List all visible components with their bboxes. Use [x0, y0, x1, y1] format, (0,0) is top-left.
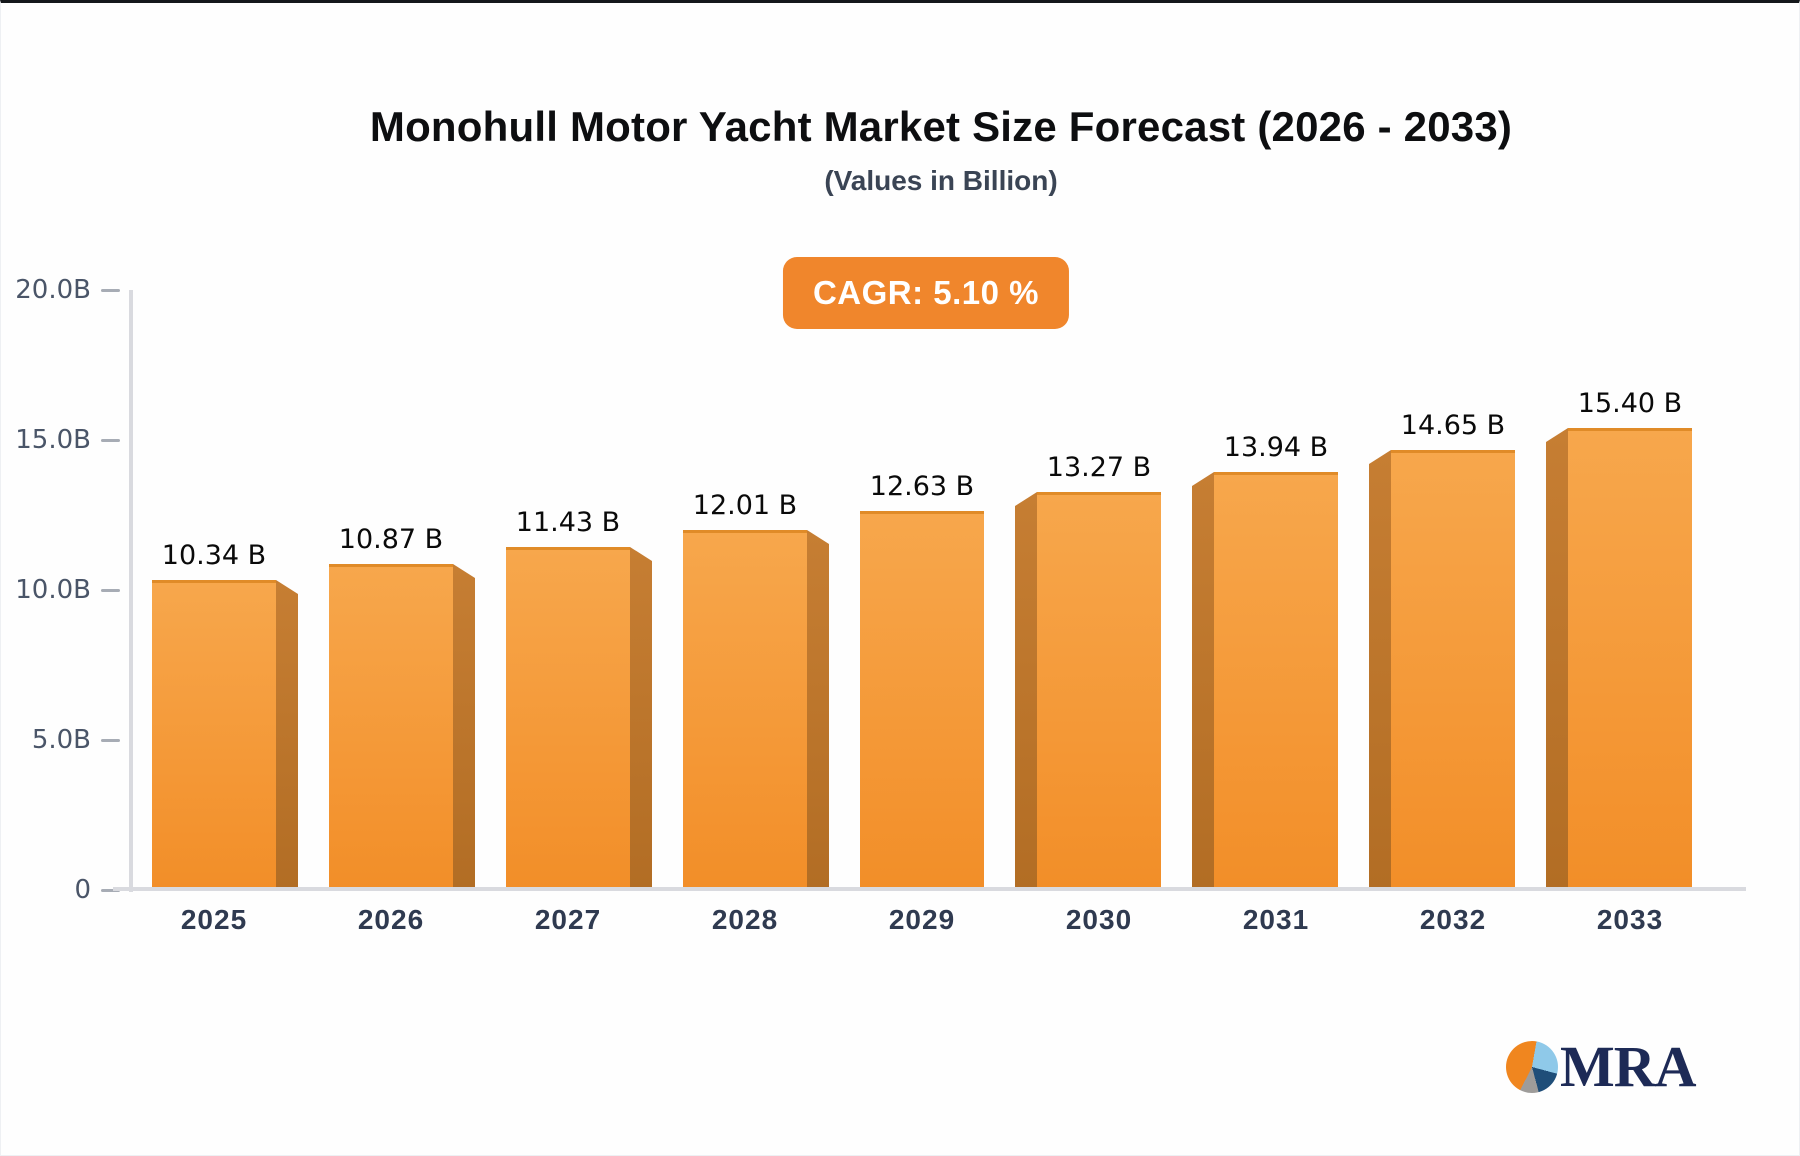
bar-2032[interactable]	[1391, 450, 1515, 890]
bar-value-label-2031: 13.94 B	[1223, 432, 1329, 463]
bar-value-label-2025: 10.34 B	[161, 540, 267, 571]
bar-2030[interactable]	[1037, 492, 1161, 890]
bar-2027[interactable]	[506, 547, 630, 890]
bar-value-label-2032: 14.65 B	[1400, 410, 1506, 441]
logo-pie-icon	[1506, 1041, 1558, 1093]
x-axis-label-2030: 2030	[1065, 904, 1133, 935]
chart-subtitle: (Values in Billion)	[824, 165, 1058, 196]
y-axis-tick-mark	[101, 439, 120, 442]
bar-2029[interactable]	[860, 511, 984, 890]
bar-3d-side-2032[interactable]	[1369, 450, 1391, 890]
bar-value-label-2026: 10.87 B	[338, 524, 444, 555]
bar-value-label-2027: 11.43 B	[515, 507, 621, 538]
y-axis-tick-mark	[101, 289, 120, 292]
bar-3d-side-2031[interactable]	[1192, 472, 1214, 890]
bar-3d-side-2027[interactable]	[630, 547, 652, 890]
y-axis-tick-label-5.0B: 5.0B	[31, 725, 91, 755]
x-axis-label-2025: 2025	[180, 904, 248, 935]
y-axis-tick-label-10.0B: 10.0B	[15, 575, 91, 605]
bar-3d-side-2025[interactable]	[276, 580, 298, 890]
bar-value-label-2030: 13.27 B	[1046, 452, 1152, 483]
bar-3d-side-2033[interactable]	[1546, 428, 1568, 890]
x-axis-label-2029: 2029	[888, 904, 956, 935]
bar-2028[interactable]	[683, 530, 807, 890]
y-axis-tick-mark	[101, 589, 120, 592]
chart-title: Monohull Motor Yacht Market Size Forecas…	[369, 103, 1513, 150]
y-axis-tick-label-0: 0	[74, 875, 91, 905]
x-axis-label-2031: 2031	[1242, 904, 1310, 935]
y-axis-line	[129, 290, 133, 892]
x-axis-label-2027: 2027	[534, 904, 602, 935]
x-axis-label-2026: 2026	[357, 904, 425, 935]
bar-3d-side-2028[interactable]	[807, 530, 829, 890]
y-axis-tick-mark	[101, 739, 120, 742]
x-axis-line	[113, 887, 1746, 891]
cagr-badge-label: CAGR: 5.10 %	[812, 274, 1040, 311]
x-axis-label-2028: 2028	[711, 904, 779, 935]
bar-chart-plot-area: 10.34 B 2025 10.87 B 2026 11.43 B 2027 12.01 B…	[1, 3, 1799, 1155]
publisher-logo: MRA	[1506, 1034, 1697, 1099]
bar-2033[interactable]	[1568, 428, 1692, 890]
bar-2026[interactable]	[329, 564, 453, 890]
bar-value-label-2033: 15.40 B	[1577, 388, 1683, 419]
logo-text: MRA	[1560, 1034, 1697, 1099]
bar-2031[interactable]	[1214, 472, 1338, 890]
x-axis-label-2032: 2032	[1419, 904, 1487, 935]
bar-value-label-2028: 12.01 B	[692, 490, 798, 521]
bar-3d-side-2030[interactable]	[1015, 492, 1037, 890]
cagr-badge: CAGR: 5.10 %	[782, 257, 1070, 329]
x-axis-label-2033: 2033	[1596, 904, 1664, 935]
y-axis-tick-label-20.0B: 20.0B	[15, 275, 91, 305]
bar-value-label-2029: 12.63 B	[869, 471, 975, 502]
y-axis-tick-mark	[101, 889, 120, 892]
bar-3d-side-2026[interactable]	[453, 564, 475, 890]
y-axis-tick-label-15.0B: 15.0B	[15, 425, 91, 455]
bar-2025[interactable]	[152, 580, 276, 890]
